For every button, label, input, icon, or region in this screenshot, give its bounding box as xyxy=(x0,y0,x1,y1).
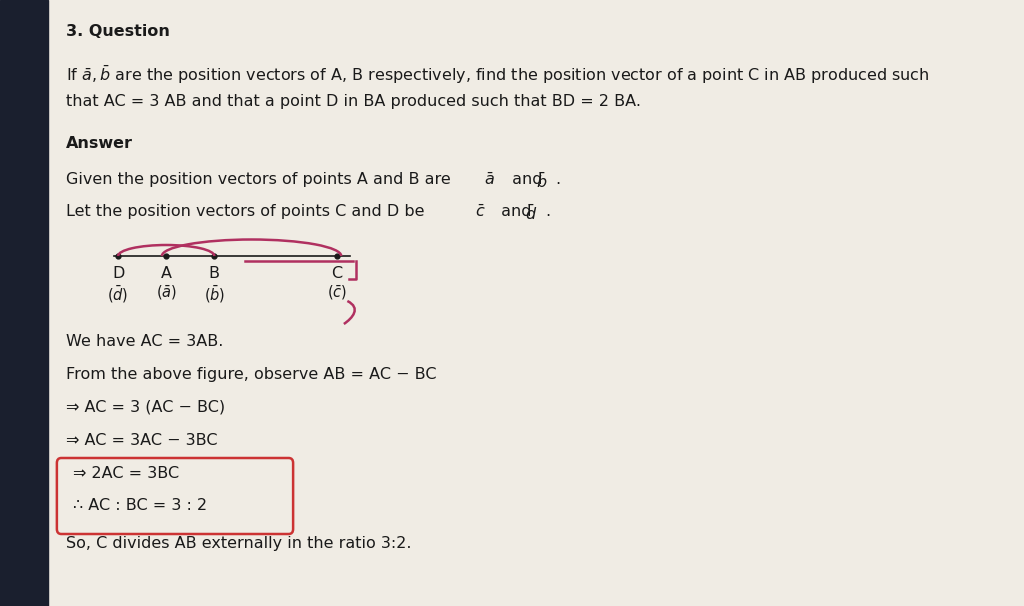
Text: and: and xyxy=(496,204,537,219)
Text: $\bar{d}$: $\bar{d}$ xyxy=(525,204,538,223)
Text: We have AC = 3AB.: We have AC = 3AB. xyxy=(66,334,223,349)
Text: $(\bar{c})$: $(\bar{c})$ xyxy=(327,284,347,302)
Text: Let the position vectors of points C and D be: Let the position vectors of points C and… xyxy=(66,204,424,219)
Text: $\bar{a}$: $\bar{a}$ xyxy=(484,172,495,188)
Text: ⇒ AC = 3AC − 3BC: ⇒ AC = 3AC − 3BC xyxy=(66,433,217,448)
Text: From the above figure, observe AB = AC − BC: From the above figure, observe AB = AC −… xyxy=(66,367,436,382)
Text: If $\bar{a},\bar{b}$ are the position vectors of A, B respectively, find the pos: If $\bar{a},\bar{b}$ are the position ve… xyxy=(66,64,929,86)
Text: .: . xyxy=(556,172,561,187)
Text: So, C divides AB externally in the ratio 3:2.: So, C divides AB externally in the ratio… xyxy=(66,536,411,551)
Text: C: C xyxy=(332,266,342,281)
Text: .: . xyxy=(545,204,550,219)
Text: A: A xyxy=(161,266,172,281)
Text: $(\bar{a})$: $(\bar{a})$ xyxy=(156,284,177,302)
Text: and: and xyxy=(508,172,548,187)
Text: $(\bar{d})$: $(\bar{d})$ xyxy=(108,284,129,305)
Text: that AC = 3 AB and that a point D in BA produced such that BD = 2 BA.: that AC = 3 AB and that a point D in BA … xyxy=(66,94,641,109)
Text: Answer: Answer xyxy=(66,136,133,151)
Text: ∴ AC : BC = 3 : 2: ∴ AC : BC = 3 : 2 xyxy=(73,498,207,513)
Text: $\bar{c}$: $\bar{c}$ xyxy=(475,204,485,220)
Bar xyxy=(0,0,48,606)
Text: 3. Question: 3. Question xyxy=(66,24,170,39)
Text: $\bar{b}$: $\bar{b}$ xyxy=(537,172,548,191)
Text: ⇒ AC = 3 (AC − BC): ⇒ AC = 3 (AC − BC) xyxy=(66,400,224,415)
Text: B: B xyxy=(209,266,220,281)
Text: $(\bar{b})$: $(\bar{b})$ xyxy=(204,284,225,305)
Text: Given the position vectors of points A and B are: Given the position vectors of points A a… xyxy=(66,172,451,187)
Text: D: D xyxy=(112,266,124,281)
Text: ⇒ 2AC = 3BC: ⇒ 2AC = 3BC xyxy=(73,466,179,481)
